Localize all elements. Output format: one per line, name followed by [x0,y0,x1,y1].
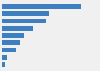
Bar [2,26,33,31]
Bar [2,48,16,52]
Bar [2,4,81,9]
Bar [2,55,7,60]
Bar [2,33,24,38]
Bar [2,40,20,45]
Bar [2,11,50,16]
Bar [2,19,46,23]
Bar [2,62,5,67]
